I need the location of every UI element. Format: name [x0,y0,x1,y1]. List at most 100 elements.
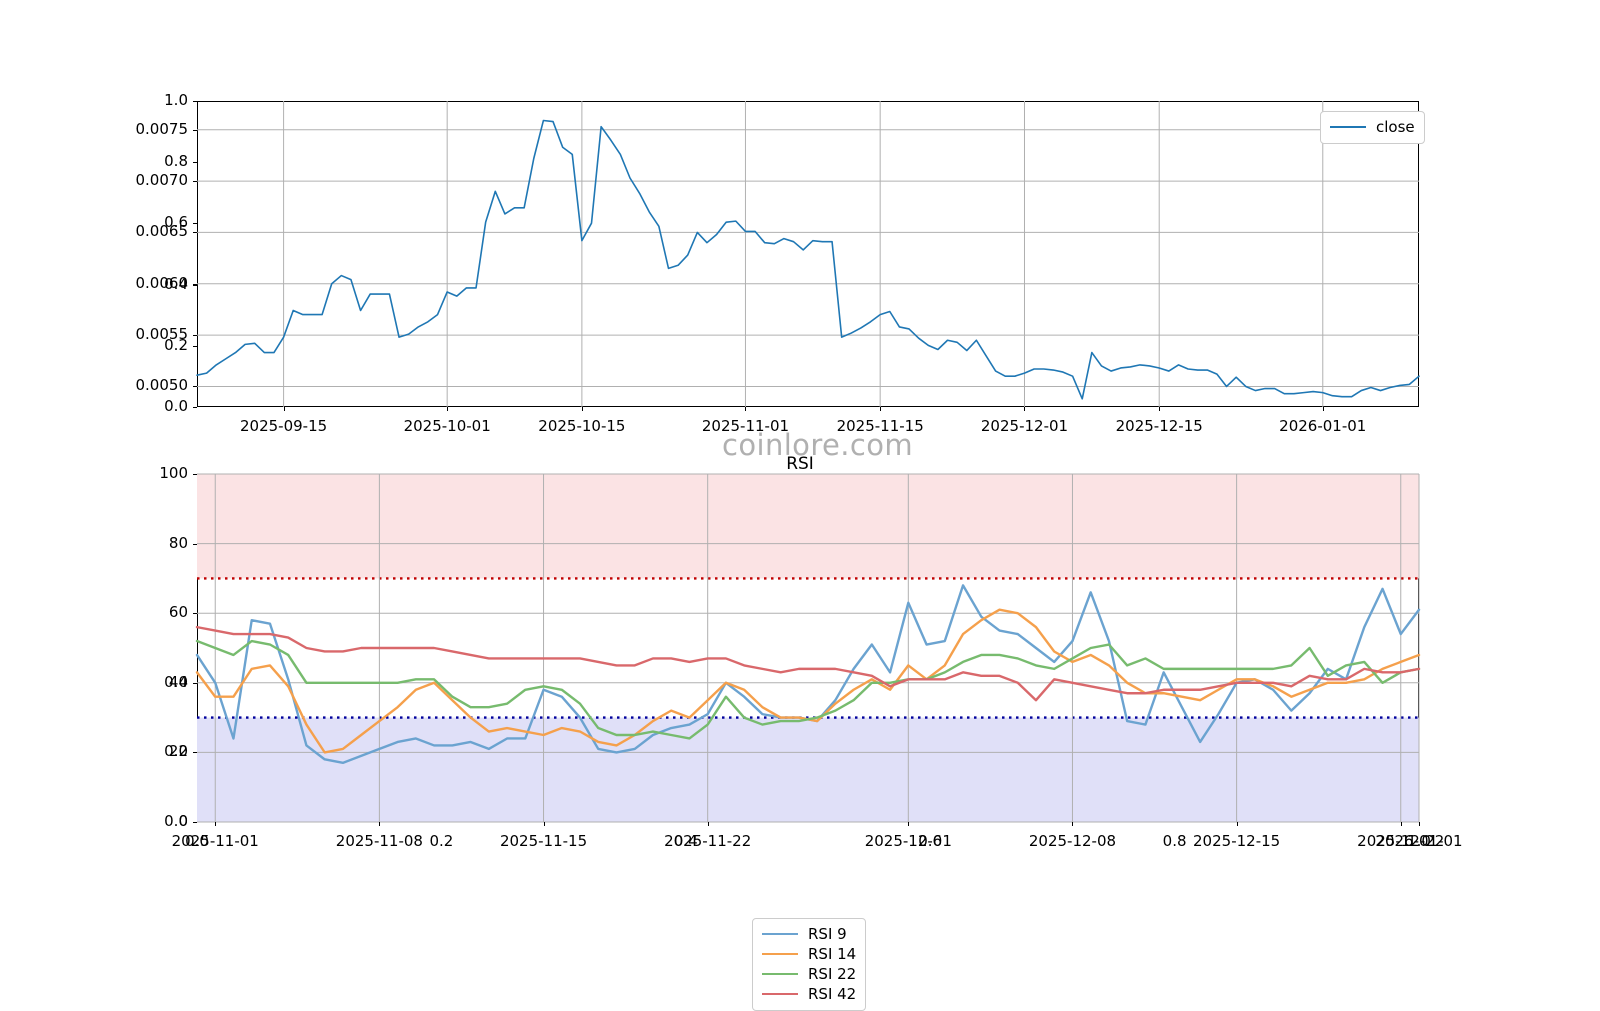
rsi-x-date-tick: 2025-12-01 [864,832,952,850]
rsi-y-tick: 20 [168,742,188,761]
rsi-x-date-tickmark [707,822,709,826]
price-y-tickmark [193,129,197,131]
rsi-x-norm-tick: 0.6 [918,832,943,850]
rsi-y-norm-tick: 0.0 [164,812,188,830]
price-y-norm-tick: 0.2 [164,335,188,354]
rsi-x-date-tick: 2025-12-22 [1357,832,1445,850]
rsi-x-date-tickmark [1072,822,1074,826]
rsi-y-norm-tickmark [193,752,197,754]
rsi-x-date-tickmark [1236,822,1238,826]
price-y-tick: 0.0055 [135,325,189,344]
price-chart-panel: close 0.0050 0.0055 0.0060 0.0065 0.0070 0.00… [0,0,1600,460]
price-y-tick: 0.0075 [135,119,189,138]
rsi-legend-item[interactable]: RSI 22 [762,964,856,984]
rsi-y-norm-tick: 0.4 [164,672,188,691]
rsi-x-date-tick: 2025-11-01 [171,832,259,850]
rsi-x-date-tickmark [1400,822,1402,826]
price-y-norm-tickmark [193,101,197,102]
rsi-y-tick: 60 [168,603,188,622]
rsi-legend-item[interactable]: RSI 14 [762,944,856,964]
legend-label: RSI 14 [808,945,857,963]
price-y-tickmark [193,283,197,285]
rsi-x-date-tick: 2025-12-15 [1193,832,1281,850]
price-y-norm-tick: 0.8 [164,152,188,171]
price-x-tick: 2025-11-15 [836,417,924,435]
price-y-norm-tickmark [193,223,197,225]
rsi-y-norm-tickmark [193,822,197,823]
price-x-tick: 2025-11-01 [701,417,790,435]
legend-color-swatch [762,953,798,955]
rsi-x-date-tickmark [543,822,545,826]
price-plot-area [197,101,1419,407]
rsi-x-norm-tick: 0.4 [673,832,698,850]
price-x-tickmark [1024,407,1026,411]
rsi-y-tick: 100 [159,464,188,482]
legend-color-swatch [1330,126,1366,128]
price-x-tickmark [581,407,583,411]
rsi-y-norm-tick: 0.2 [164,742,188,761]
legend-color-swatch [762,973,798,975]
price-x-tick: 2025-10-01 [403,417,491,435]
rsi-x-date-tickmark [908,822,910,826]
price-y-tickmark [193,232,197,234]
rsi-y-tick: 40 [168,672,188,691]
price-legend[interactable]: close [1320,111,1425,144]
price-legend-item[interactable]: close [1330,117,1415,137]
price-y-norm-tickmark [193,345,197,347]
price-y-tickmark [193,335,197,337]
rsi-y-tickmark [193,543,197,545]
legend-label: RSI 9 [808,925,847,943]
rsi-legend-item[interactable]: RSI 42 [762,984,856,1004]
rsi-x-norm-tick: 1.0 [1407,832,1431,850]
price-x-tick: 2025-12-15 [1115,417,1203,435]
legend-label: RSI 42 [808,985,857,1003]
price-y-tick: 0.0050 [135,376,189,395]
rsi-y-norm-tickmark [193,682,197,684]
price-line-svg [196,101,1420,407]
rsi-x-date-tick: 2025-11-08 [335,832,423,850]
rsi-y-tickmark [193,613,197,615]
legend-label: close [1376,118,1415,136]
price-x-tickmark [283,407,285,411]
rsi-y-tick: 0 [178,812,188,830]
rsi-x-date-tickmark [379,822,381,826]
price-x-tickmark [447,407,449,411]
price-x-tickmark [880,407,882,411]
legend-label: RSI 22 [808,965,857,983]
rsi-x-date-tick: 2025-12-08 [1028,832,1117,850]
price-y-tickmark [193,181,197,183]
rsi-legend-item[interactable]: RSI 9 [762,924,856,944]
rsi-x-date-tick: 2026-01-01 [1375,832,1463,850]
rsi-x-norm-tick: 0.0 [185,832,209,850]
rsi-x-date-tickmark [215,822,217,826]
rsi-x-date-tickmark [1419,822,1420,826]
rsi-x-norm-tick: 0.8 [1162,832,1187,850]
rsi-legend[interactable]: RSI 9 RSI 14 RSI 22 RSI 42 [752,918,867,1011]
legend-color-swatch [762,933,798,935]
rsi-x-date-tick: 2025-11-22 [664,832,752,850]
price-y-norm-tick: 0.6 [164,213,188,232]
price-x-tick: 2026-01-01 [1279,417,1367,435]
price-x-tickmark [745,407,747,411]
watermark: coinlore.com [722,428,914,462]
price-x-tick: 2025-09-15 [240,417,328,435]
rsi-x-date-tick: 2025-11-15 [499,832,588,850]
price-x-tickmark [1322,407,1324,411]
price-y-norm-tickmark [193,162,197,164]
rsi-lines-svg [195,473,1421,823]
rsi-y-tick: 80 [168,533,188,552]
price-y-norm-tickmark [193,284,197,286]
price-y-tickmark [193,386,197,388]
price-y-norm-tick: 1.0 [164,91,188,109]
price-x-tick: 2025-12-01 [980,417,1069,435]
rsi-chart-panel: RSI RSI 9 RSI 14 RSI 22 RSI 42 0 20 40 60 80 100… [0,440,1600,1011]
rsi-y-tickmark [193,474,197,475]
price-y-tick: 0.0070 [135,171,189,190]
price-y-tick: 0.0065 [135,222,189,241]
rsi-x-norm-tick: 0.2 [429,832,454,850]
price-x-tickmark [1159,407,1161,411]
price-y-norm-tick: 0.0 [164,397,188,415]
price-y-norm-tickmark [193,407,197,408]
legend-color-swatch [762,993,798,995]
rsi-title: RSI [786,454,814,474]
